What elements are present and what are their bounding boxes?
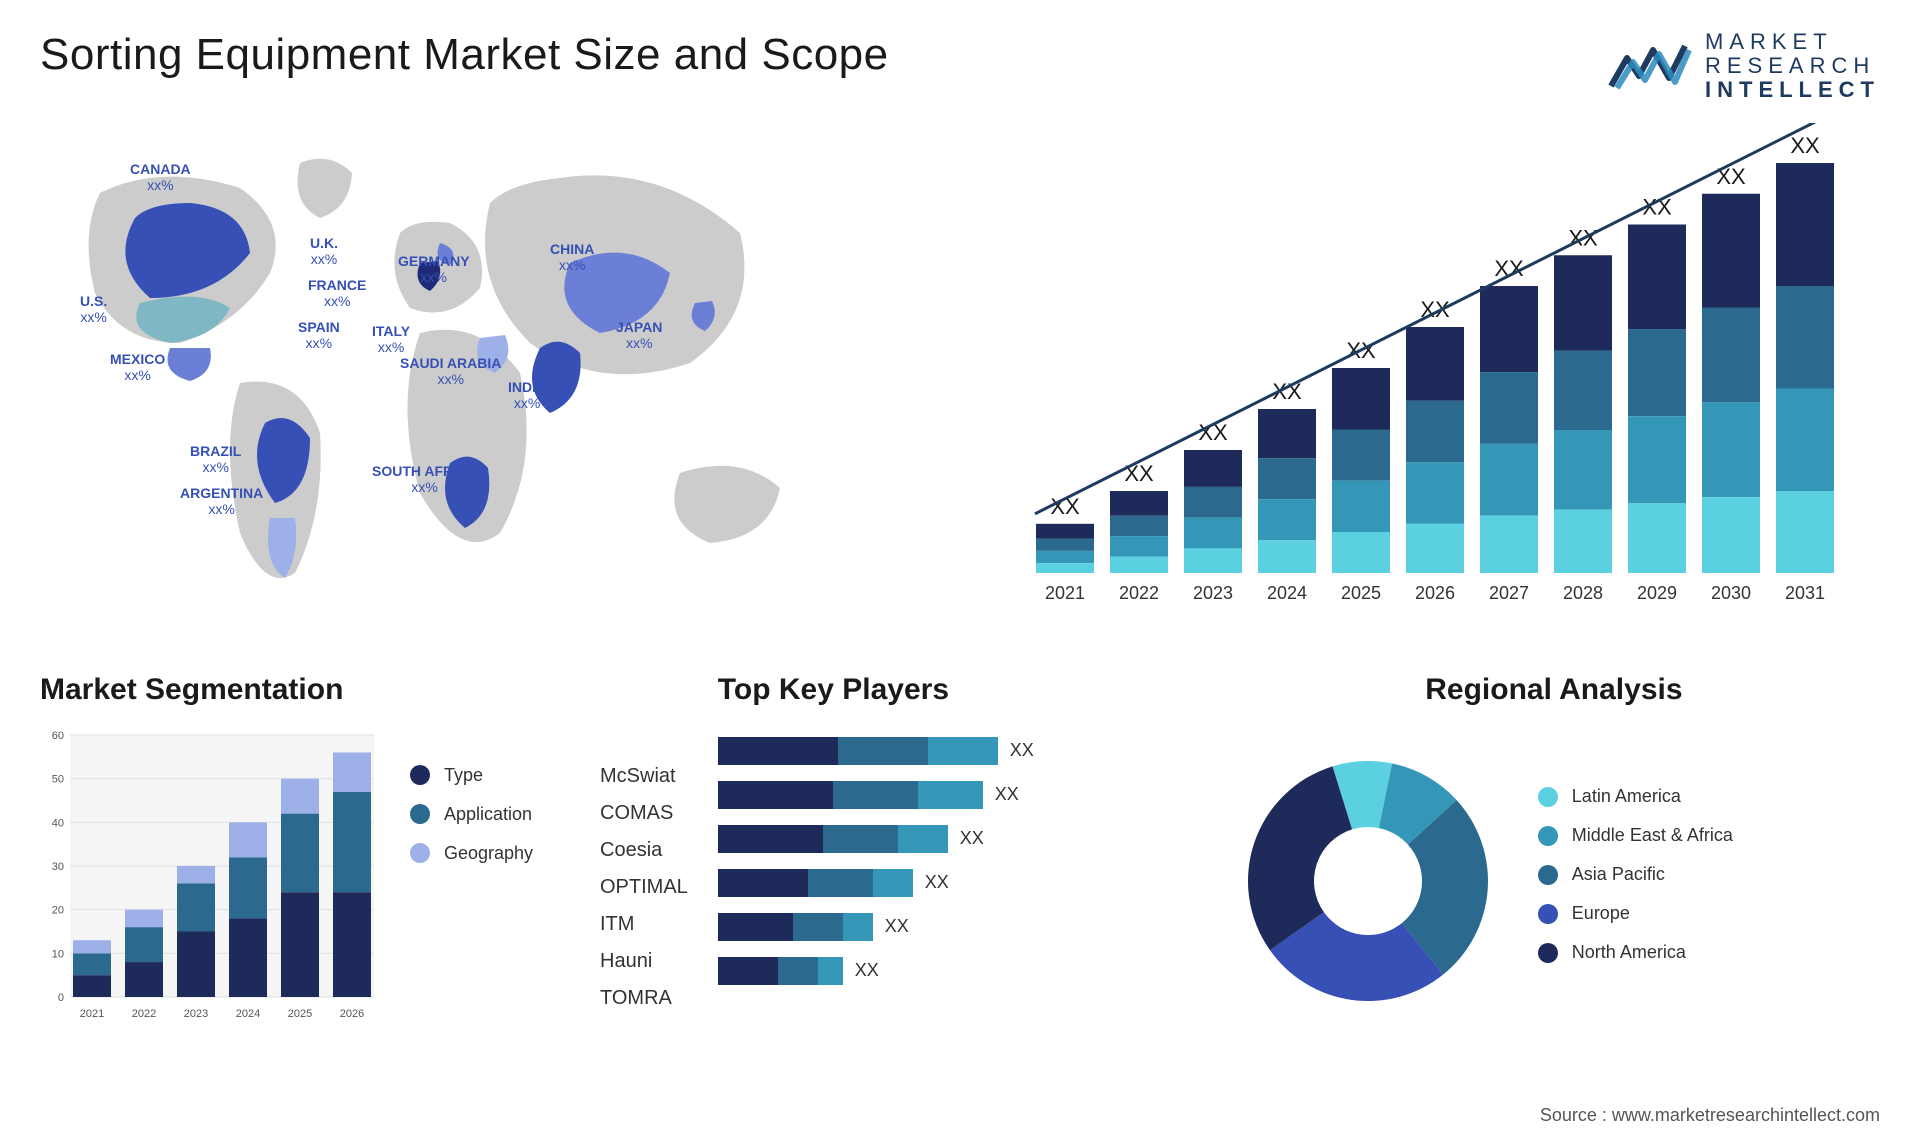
map-label-japan: JAPANxx%: [616, 319, 662, 353]
segmentation-title: Market Segmentation: [40, 673, 688, 707]
svg-text:30: 30: [52, 861, 64, 873]
player-bar-value: XX: [960, 828, 984, 849]
map-label-saudi-arabia: SAUDI ARABIAxx%: [400, 355, 501, 389]
svg-text:2026: 2026: [340, 1008, 364, 1020]
regional-panel: Regional Analysis Latin America Middle Ea…: [1228, 673, 1880, 1043]
regional-title: Regional Analysis: [1228, 673, 1880, 707]
player-bar-value: XX: [885, 916, 909, 937]
world-map-panel: CANADAxx% U.S.xx%MEXICOxx% BRAZILxx% ARGENT…: [40, 123, 940, 643]
seg-legend-item: Geography: [410, 843, 570, 864]
svg-text:2029: 2029: [1637, 583, 1677, 603]
page-title: Sorting Equipment Market Size and Scope: [40, 30, 889, 80]
svg-text:2021: 2021: [80, 1008, 104, 1020]
map-label-india: INDIAxx%: [508, 379, 546, 413]
player-name: COMAS: [600, 802, 688, 825]
player-name: Hauni: [600, 950, 688, 973]
map-label-brazil: BRAZILxx%: [190, 443, 241, 477]
map-label-u-k-: U.K.xx%: [310, 235, 338, 269]
region-legend-item: North America: [1538, 942, 1880, 963]
svg-text:10: 10: [52, 948, 64, 960]
svg-text:2022: 2022: [1119, 583, 1159, 603]
top-players-bars: XX XX XX XX XX XX: [718, 725, 1198, 1043]
brand-logo: MARKET RESEARCH INTELLECT: [1607, 30, 1880, 103]
bottom-row: Market Segmentation 0 10 20 30 40 50 60 2021 202…: [40, 673, 1880, 1043]
svg-text:2021: 2021: [1045, 583, 1085, 603]
map-label-france: FRANCExx%: [308, 277, 366, 311]
player-bar-value: XX: [855, 960, 879, 981]
player-name: TOMRA: [600, 987, 688, 1010]
player-name: McSwiat: [600, 765, 688, 788]
svg-text:40: 40: [52, 817, 64, 829]
player-name: Coesia: [600, 839, 688, 862]
top-players-title: Top Key Players: [718, 673, 1198, 707]
source-attribution: Source : www.marketresearchintellect.com: [1540, 1105, 1880, 1126]
player-bar-row: XX: [718, 823, 1198, 855]
regional-donut: [1228, 741, 1508, 1026]
top-players-panel: Top Key Players XX XX XX XX XX XX: [718, 673, 1198, 1043]
player-bar-value: XX: [995, 784, 1019, 805]
svg-text:2025: 2025: [288, 1008, 312, 1020]
player-bar-row: XX: [718, 735, 1198, 767]
header: Sorting Equipment Market Size and Scope …: [40, 30, 1880, 103]
map-label-italy: ITALYxx%: [372, 323, 410, 357]
player-bar-value: XX: [925, 872, 949, 893]
player-bar-row: XX: [718, 911, 1198, 943]
svg-text:2028: 2028: [1563, 583, 1603, 603]
svg-text:2024: 2024: [1267, 583, 1307, 603]
segmentation-legend: Type Application Geography: [410, 725, 570, 1043]
top-row: CANADAxx% U.S.xx%MEXICOxx% BRAZILxx% ARGENT…: [40, 123, 1880, 643]
svg-text:60: 60: [52, 730, 64, 742]
player-name: OPTIMAL: [600, 876, 688, 899]
seg-legend-item: Application: [410, 804, 570, 825]
growth-chart-panel: XX2021XX2022XX2023XX2024XX2025XX2026XX20…: [980, 123, 1880, 643]
region-legend-item: Middle East & Africa: [1538, 825, 1880, 846]
svg-text:2026: 2026: [1415, 583, 1455, 603]
svg-text:2022: 2022: [132, 1008, 156, 1020]
player-bar-row: XX: [718, 779, 1198, 811]
seg-legend-item: Type: [410, 765, 570, 786]
logo-line1: MARKET: [1705, 30, 1880, 54]
growth-bar-chart: XX2021XX2022XX2023XX2024XX2025XX2026XX20…: [980, 123, 1850, 623]
segmentation-chart: 0 10 20 30 40 50 60 2021 2022 2023 2024 2025 2026: [40, 725, 380, 1043]
player-bar-row: XX: [718, 867, 1198, 899]
logo-line2: RESEARCH: [1705, 54, 1880, 78]
svg-text:2024: 2024: [236, 1008, 260, 1020]
map-label-canada: CANADAxx%: [130, 161, 191, 195]
map-label-argentina: ARGENTINAxx%: [180, 485, 263, 519]
svg-text:20: 20: [52, 904, 64, 916]
svg-text:0: 0: [58, 992, 64, 1004]
regional-legend: Latin America Middle East & Africa Asia Pa…: [1538, 786, 1880, 981]
map-label-u-s-: U.S.xx%: [80, 293, 107, 327]
svg-text:2030: 2030: [1711, 583, 1751, 603]
logo-text: MARKET RESEARCH INTELLECT: [1705, 30, 1880, 103]
map-label-germany: GERMANYxx%: [398, 253, 470, 287]
logo-mark-icon: [1607, 38, 1693, 94]
region-legend-item: Asia Pacific: [1538, 864, 1880, 885]
map-label-spain: SPAINxx%: [298, 319, 340, 353]
player-bar-row: XX: [718, 955, 1198, 987]
player-bar-value: XX: [1010, 740, 1034, 761]
svg-text:2031: 2031: [1785, 583, 1825, 603]
map-label-south-africa: SOUTH AFRICAxx%: [372, 463, 477, 497]
svg-text:XX: XX: [1716, 163, 1746, 188]
svg-text:50: 50: [52, 773, 64, 785]
region-legend-item: Latin America: [1538, 786, 1880, 807]
segmentation-players-list: McSwiat COMAS Coesia OPTIMAL ITM Hauni TOMRA: [600, 725, 688, 1043]
map-label-china: CHINAxx%: [550, 241, 594, 275]
player-name: ITM: [600, 913, 688, 936]
svg-text:2025: 2025: [1341, 583, 1381, 603]
logo-line3: INTELLECT: [1705, 78, 1880, 102]
segmentation-panel: Market Segmentation 0 10 20 30 40 50 60 2021 202…: [40, 673, 688, 1043]
svg-text:2023: 2023: [1193, 583, 1233, 603]
svg-text:XX: XX: [1124, 461, 1154, 486]
map-label-mexico: MEXICOxx%: [110, 351, 165, 385]
svg-text:XX: XX: [1790, 133, 1820, 158]
region-legend-item: Europe: [1538, 903, 1880, 924]
svg-text:2027: 2027: [1489, 583, 1529, 603]
svg-text:2023: 2023: [184, 1008, 208, 1020]
